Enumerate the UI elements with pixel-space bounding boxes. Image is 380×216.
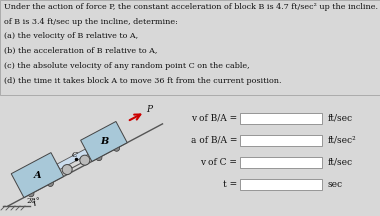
- Text: v of B/A =: v of B/A =: [191, 114, 237, 122]
- Polygon shape: [57, 149, 88, 169]
- Text: (d) the time it takes block A to move 36 ft from the current position.: (d) the time it takes block A to move 36…: [4, 76, 281, 84]
- Text: C: C: [72, 151, 78, 159]
- Text: sec: sec: [328, 179, 343, 189]
- Text: a of B/A =: a of B/A =: [191, 135, 237, 145]
- Text: (b) the acceleration of B relative to A,: (b) the acceleration of B relative to A,: [4, 47, 157, 55]
- Text: B: B: [100, 137, 108, 146]
- Circle shape: [48, 181, 53, 186]
- Text: P: P: [146, 105, 152, 114]
- Text: of B is 3.4 ft/sec up the incline, determine:: of B is 3.4 ft/sec up the incline, deter…: [4, 17, 178, 25]
- Text: v of C =: v of C =: [200, 157, 237, 167]
- Text: t =: t =: [223, 179, 237, 189]
- Text: ft/sec²: ft/sec²: [328, 135, 357, 145]
- Circle shape: [80, 155, 90, 165]
- Text: A: A: [33, 171, 41, 179]
- Bar: [240, 178, 322, 189]
- Polygon shape: [11, 153, 63, 198]
- Text: ft/sec: ft/sec: [328, 157, 353, 167]
- Text: 28°: 28°: [26, 197, 40, 205]
- Circle shape: [28, 191, 34, 197]
- Polygon shape: [81, 121, 127, 161]
- Bar: [240, 113, 322, 124]
- Bar: [240, 157, 322, 168]
- Circle shape: [114, 145, 120, 151]
- Text: (c) the absolute velocity of any random point C on the cable,: (c) the absolute velocity of any random …: [4, 62, 249, 70]
- Bar: [240, 135, 322, 146]
- Text: Under the action of force P, the constant acceleration of block B is 4.7 ft/sec²: Under the action of force P, the constan…: [4, 3, 380, 11]
- Text: ft/sec: ft/sec: [328, 114, 353, 122]
- Text: (a) the velocity of B relative to A,: (a) the velocity of B relative to A,: [4, 32, 138, 40]
- Circle shape: [96, 155, 102, 161]
- Circle shape: [62, 165, 72, 175]
